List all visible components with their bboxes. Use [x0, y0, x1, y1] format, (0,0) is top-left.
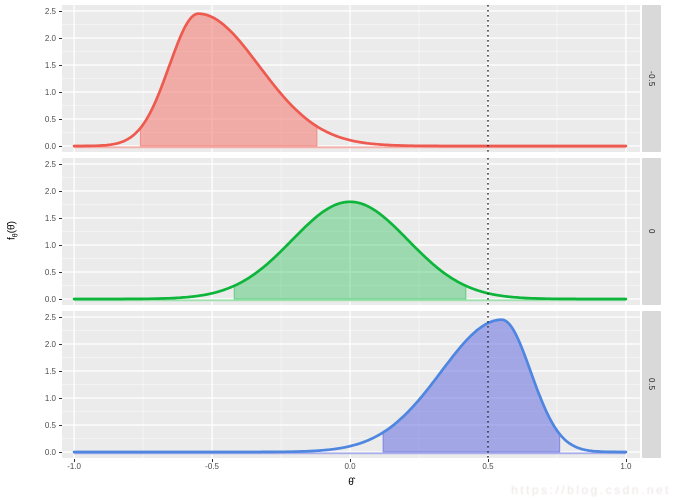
y-tick-mark — [58, 11, 62, 12]
y-tick-label: 1.5 — [44, 213, 56, 223]
y-tick-mark — [58, 65, 62, 66]
y-tick-mark — [58, 164, 62, 165]
facet-panel-0.5 — [62, 311, 640, 458]
y-axis-title-sub: θ — [12, 233, 20, 238]
y-tick-label: 1.5 — [44, 366, 56, 376]
density-curve — [72, 12, 628, 148]
y-tick-label: 0.0 — [44, 447, 56, 457]
y-tick-mark — [58, 398, 62, 399]
y-tick-label: 2.5 — [44, 312, 56, 322]
y-tick-mark — [58, 92, 62, 93]
x-tick-mark — [487, 458, 489, 462]
facet-strip-0: 0 — [642, 158, 661, 305]
y-tick-mark — [58, 218, 62, 219]
y-tick-mark — [58, 191, 62, 192]
y-axis-title-f: f — [6, 237, 18, 240]
x-tick-mark — [74, 458, 76, 462]
watermark: https://blog.csdn.net — [511, 483, 671, 497]
y-tick-label: 1.0 — [44, 240, 56, 250]
x-tick-label: 0.0 — [344, 462, 356, 471]
y-tick-label: 2.0 — [44, 339, 56, 349]
y-tick-mark — [58, 317, 62, 318]
x-tick-label: 1.0 — [620, 462, 632, 471]
y-tick-mark — [58, 245, 62, 246]
y-tick-mark — [58, 119, 62, 120]
facet-strip-0.5: 0.5 — [642, 311, 661, 458]
y-tick-mark — [58, 146, 62, 147]
x-tick-mark — [212, 458, 214, 462]
y-tick-mark — [58, 299, 62, 300]
y-tick-mark — [58, 371, 62, 372]
y-tick-label: 0.0 — [44, 294, 56, 304]
facet-strip-label: -0.5 — [647, 70, 656, 87]
y-tick-mark — [58, 452, 62, 453]
y-tick-label: 0.5 — [44, 114, 56, 124]
x-tick-label: 0.5 — [482, 462, 494, 471]
y-tick-mark — [58, 272, 62, 273]
x-tick-mark — [625, 458, 627, 462]
x-tick-label: -1.0 — [67, 462, 82, 471]
y-tick-mark — [58, 38, 62, 39]
y-tick-label: 2.5 — [44, 159, 56, 169]
y-tick-label: 0.0 — [44, 141, 56, 151]
density-curve — [72, 200, 628, 301]
y-tick-label: 2.5 — [44, 6, 56, 16]
y-tick-label: 1.0 — [44, 87, 56, 97]
y-tick-mark — [58, 344, 62, 345]
y-tick-label: 2.0 — [44, 186, 56, 196]
facet-strip-label: 0.5 — [647, 378, 656, 391]
y-tick-label: 1.5 — [44, 60, 56, 70]
y-tick-label: 0.5 — [44, 420, 56, 430]
y-tick-label: 2.0 — [44, 33, 56, 43]
facet-panel--0.5 — [62, 5, 640, 152]
y-tick-label: 0.5 — [44, 267, 56, 277]
x-tick-label: -0.5 — [205, 462, 219, 471]
x-tick-mark — [350, 458, 352, 462]
facet-panel-0 — [62, 158, 640, 305]
facet-strip-label: 0 — [647, 229, 656, 234]
y-axis-title-arg: (θ̂) — [6, 221, 18, 234]
facet-strip--0.5: -0.5 — [642, 5, 661, 152]
y-axis-title: fθ(θ̂) — [7, 208, 20, 254]
density-curve — [72, 318, 628, 454]
y-tick-label: 1.0 — [44, 393, 56, 403]
y-tick-mark — [58, 425, 62, 426]
x-axis-title: θ̂ — [348, 477, 354, 488]
